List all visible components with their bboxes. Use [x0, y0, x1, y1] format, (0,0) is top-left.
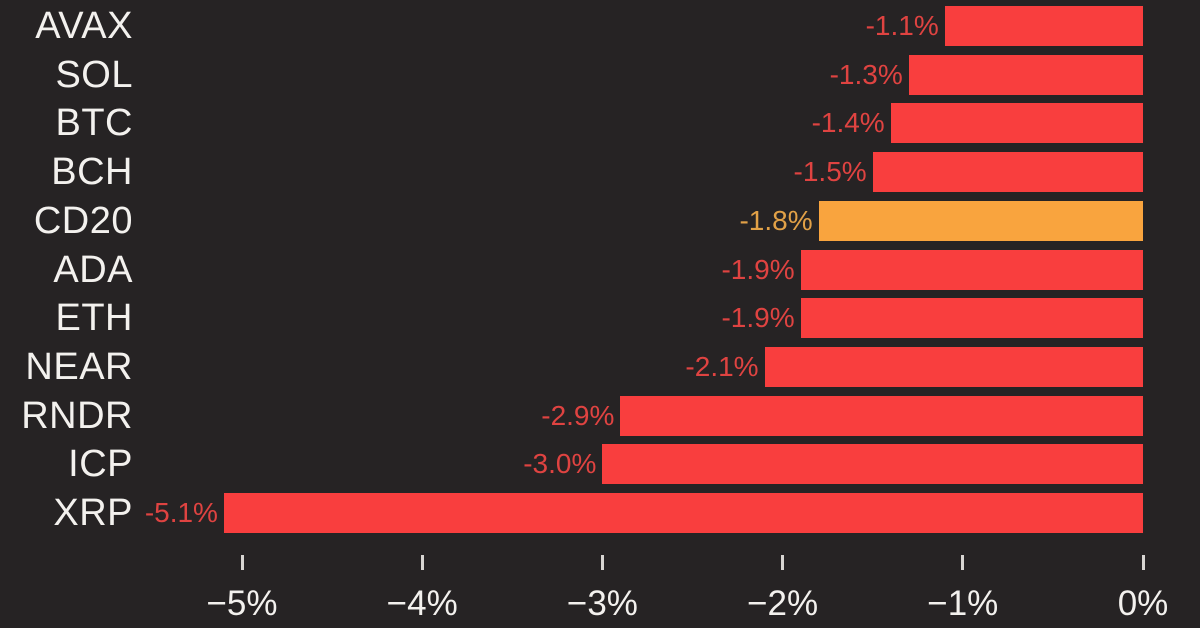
value-label: -1.4%	[811, 107, 885, 139]
axis-tick	[1141, 555, 1145, 570]
bar	[944, 6, 1143, 46]
bar-row: AVAX -1.1%	[0, 6, 1200, 46]
axis-tick	[600, 555, 604, 570]
category-label: ICP	[68, 443, 133, 486]
value-label: -5.1%	[144, 497, 218, 528]
value-label: -1.9%	[721, 253, 795, 285]
bar-row: RNDR -2.9%	[0, 394, 1200, 437]
category-label: NEAR	[25, 345, 133, 388]
axis-tick-label: −4%	[386, 584, 458, 623]
value-label: -1.1%	[865, 10, 939, 41]
bar-row: XRP -5.1%	[0, 493, 1200, 533]
axis-tick	[240, 555, 244, 570]
category-label: XRP	[53, 492, 133, 534]
axis-tick	[961, 555, 965, 570]
value-label: -1.8%	[739, 204, 813, 236]
value-label: -2.1%	[685, 350, 759, 382]
value-label: -1.3%	[829, 58, 903, 90]
bar-row: BCH -1.5%	[0, 151, 1200, 194]
value-label: -1.9%	[721, 302, 795, 334]
category-label: CD20	[33, 199, 133, 242]
category-label: BCH	[51, 151, 133, 194]
bar-highlighted	[818, 200, 1143, 241]
bar	[620, 395, 1143, 436]
category-label: SOL	[55, 53, 133, 96]
bar	[872, 152, 1143, 193]
axis-tick-label: −5%	[206, 584, 278, 623]
bar	[800, 249, 1143, 290]
bar-row: SOL -1.3%	[0, 53, 1200, 96]
axis-tick	[781, 555, 785, 570]
value-label: -3.0%	[523, 448, 597, 480]
category-label: ETH	[55, 297, 133, 340]
bar-row: NEAR -2.1%	[0, 345, 1200, 388]
category-label: ADA	[53, 248, 133, 291]
bar	[908, 54, 1143, 95]
axis-tick-label: 0%	[1117, 584, 1169, 623]
bar	[602, 444, 1143, 485]
bar-row: ICP -3.0%	[0, 443, 1200, 486]
bar-row: ETH -1.9%	[0, 297, 1200, 340]
bar-row: CD20 -1.8%	[0, 199, 1200, 242]
axis-tick-label: −1%	[927, 584, 999, 623]
bar-row: BTC -1.4%	[0, 102, 1200, 145]
category-label: BTC	[55, 102, 133, 145]
axis-tick-label: −3%	[566, 584, 638, 623]
category-label: RNDR	[21, 394, 133, 437]
value-label: -1.5%	[793, 156, 867, 188]
value-label: -2.9%	[541, 399, 615, 431]
category-label: AVAX	[35, 5, 133, 47]
axis-tick	[420, 555, 424, 570]
bar	[764, 346, 1143, 387]
axis-tick-label: −2%	[747, 584, 819, 623]
bar	[890, 103, 1143, 144]
bar	[800, 298, 1143, 339]
bar	[223, 493, 1143, 533]
bar-row: ADA -1.9%	[0, 248, 1200, 291]
